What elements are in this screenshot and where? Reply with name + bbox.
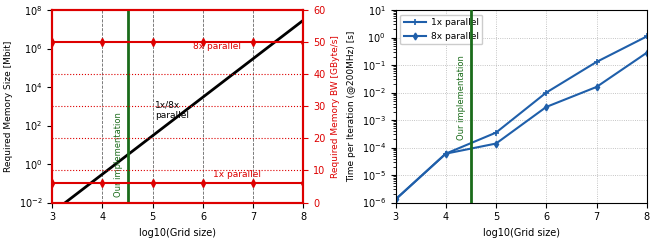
Text: Our implementation: Our implementation [114,112,122,197]
Line: 1x parallel: 1x parallel [392,33,650,203]
Line: 8x parallel: 8x parallel [393,50,649,202]
X-axis label: log10(Grid size): log10(Grid size) [483,228,560,238]
Text: 8x parallel: 8x parallel [193,42,241,51]
1x parallel [593,60,600,63]
1x parallel [392,198,400,201]
Legend: 1x parallel, 8x parallel: 1x parallel, 8x parallel [400,15,483,44]
8x parallel [643,51,651,54]
Text: Our implementation: Our implementation [457,56,466,141]
Y-axis label: Required Memory Size [Mbit]: Required Memory Size [Mbit] [4,41,13,172]
8x parallel [492,142,500,145]
Text: 1x parallel: 1x parallel [213,170,261,179]
8x parallel [593,85,600,88]
8x parallel [542,106,550,108]
8x parallel [442,152,450,155]
Text: 1x/8x
parallel: 1x/8x parallel [155,100,189,120]
1x parallel [492,131,500,134]
X-axis label: log10(Grid size): log10(Grid size) [139,228,216,238]
8x parallel [392,198,400,201]
Y-axis label: Time per Iteration (@200MHz) [s]: Time per Iteration (@200MHz) [s] [347,31,356,182]
1x parallel [643,35,651,38]
Y-axis label: Required Memory BW [GByte/s]: Required Memory BW [GByte/s] [331,35,340,178]
1x parallel [442,152,450,155]
1x parallel [542,91,550,94]
